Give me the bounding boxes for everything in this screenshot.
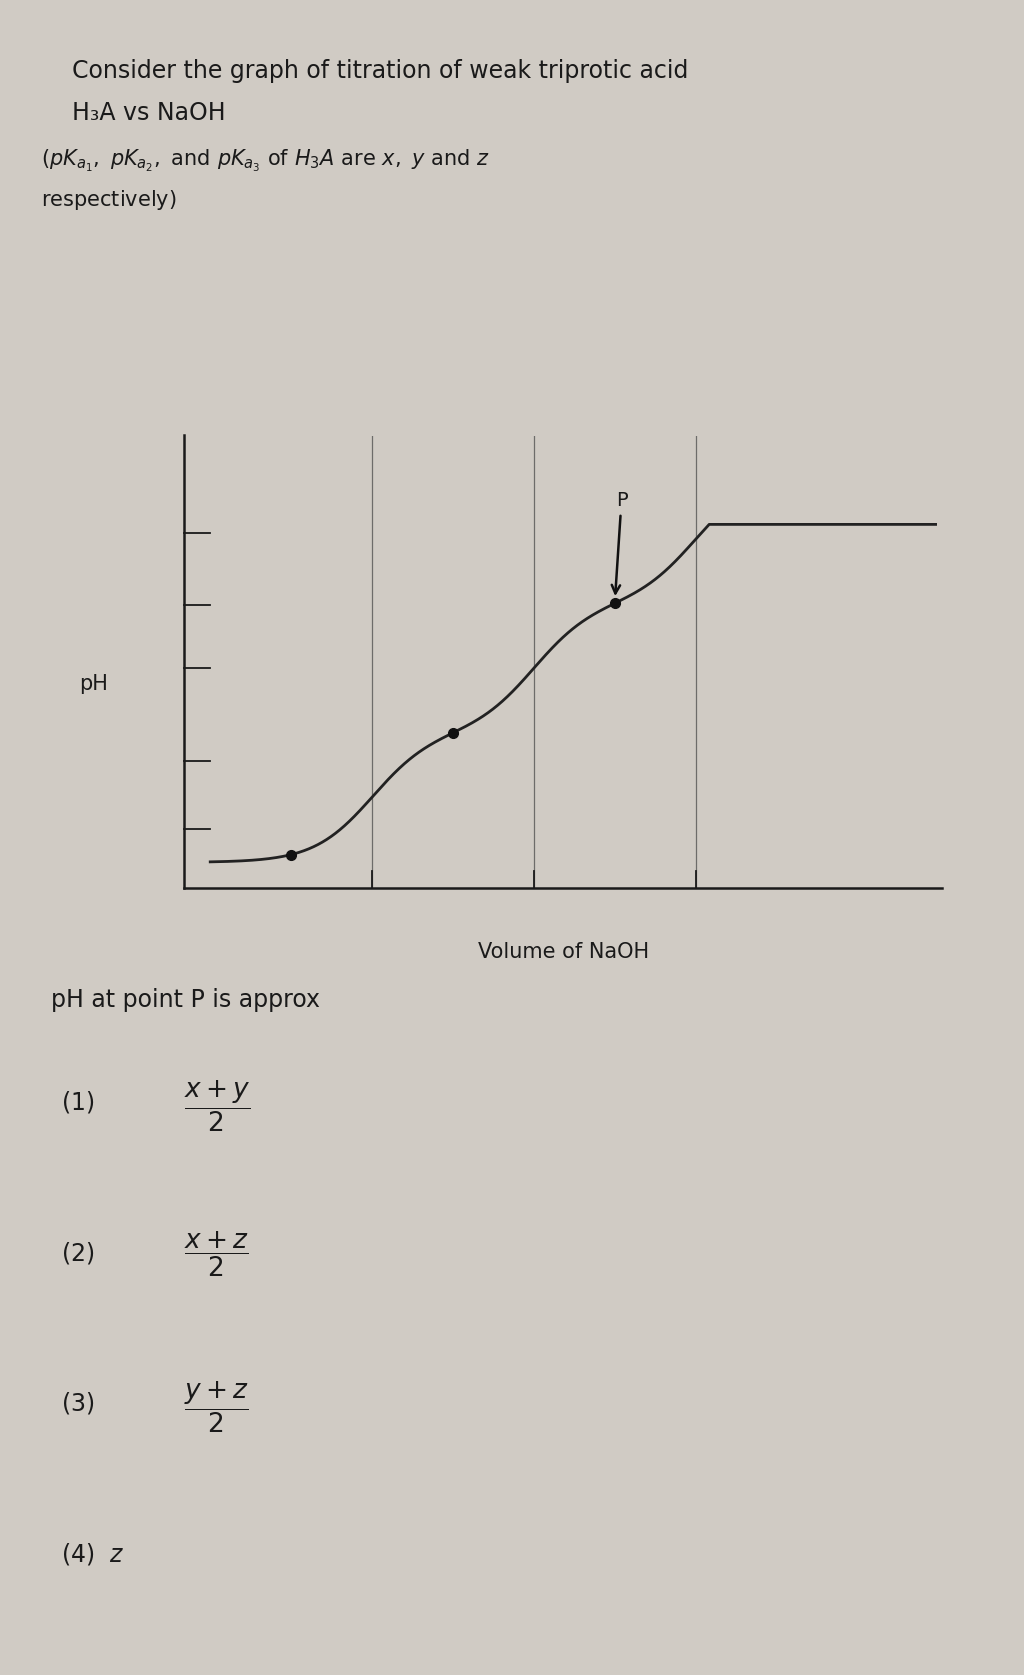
Text: H₃A vs NaOH: H₃A vs NaOH [72,100,225,124]
Text: $(pK_{a_1},\ pK_{a_2},\ \mathrm{and}\ pK_{a_3}\ \mathrm{of}\ H_3A\ \mathrm{are}\: $(pK_{a_1},\ pK_{a_2},\ \mathrm{and}\ pK… [41,147,490,174]
Text: pH at point P is approx: pH at point P is approx [51,988,321,1012]
Text: pH: pH [79,675,108,693]
Text: $(2)$: $(2)$ [61,1240,95,1266]
Text: $\dfrac{x+y}{2}$: $\dfrac{x+y}{2}$ [184,1079,251,1134]
Text: $(3)$: $(3)$ [61,1390,95,1417]
Text: $\dfrac{x+z}{2}$: $\dfrac{x+z}{2}$ [184,1229,249,1278]
Text: P: P [611,491,628,593]
Text: $\mathrm{respectively)}$: $\mathrm{respectively)}$ [41,188,176,211]
Text: $(1)$: $(1)$ [61,1089,95,1116]
Text: Consider the graph of titration of weak triprotic acid: Consider the graph of titration of weak … [72,59,688,82]
Text: $(4)\ \ z$: $(4)\ \ z$ [61,1541,125,1568]
Text: Volume of NaOH: Volume of NaOH [477,941,649,961]
Text: $\dfrac{y+z}{2}$: $\dfrac{y+z}{2}$ [184,1380,249,1435]
